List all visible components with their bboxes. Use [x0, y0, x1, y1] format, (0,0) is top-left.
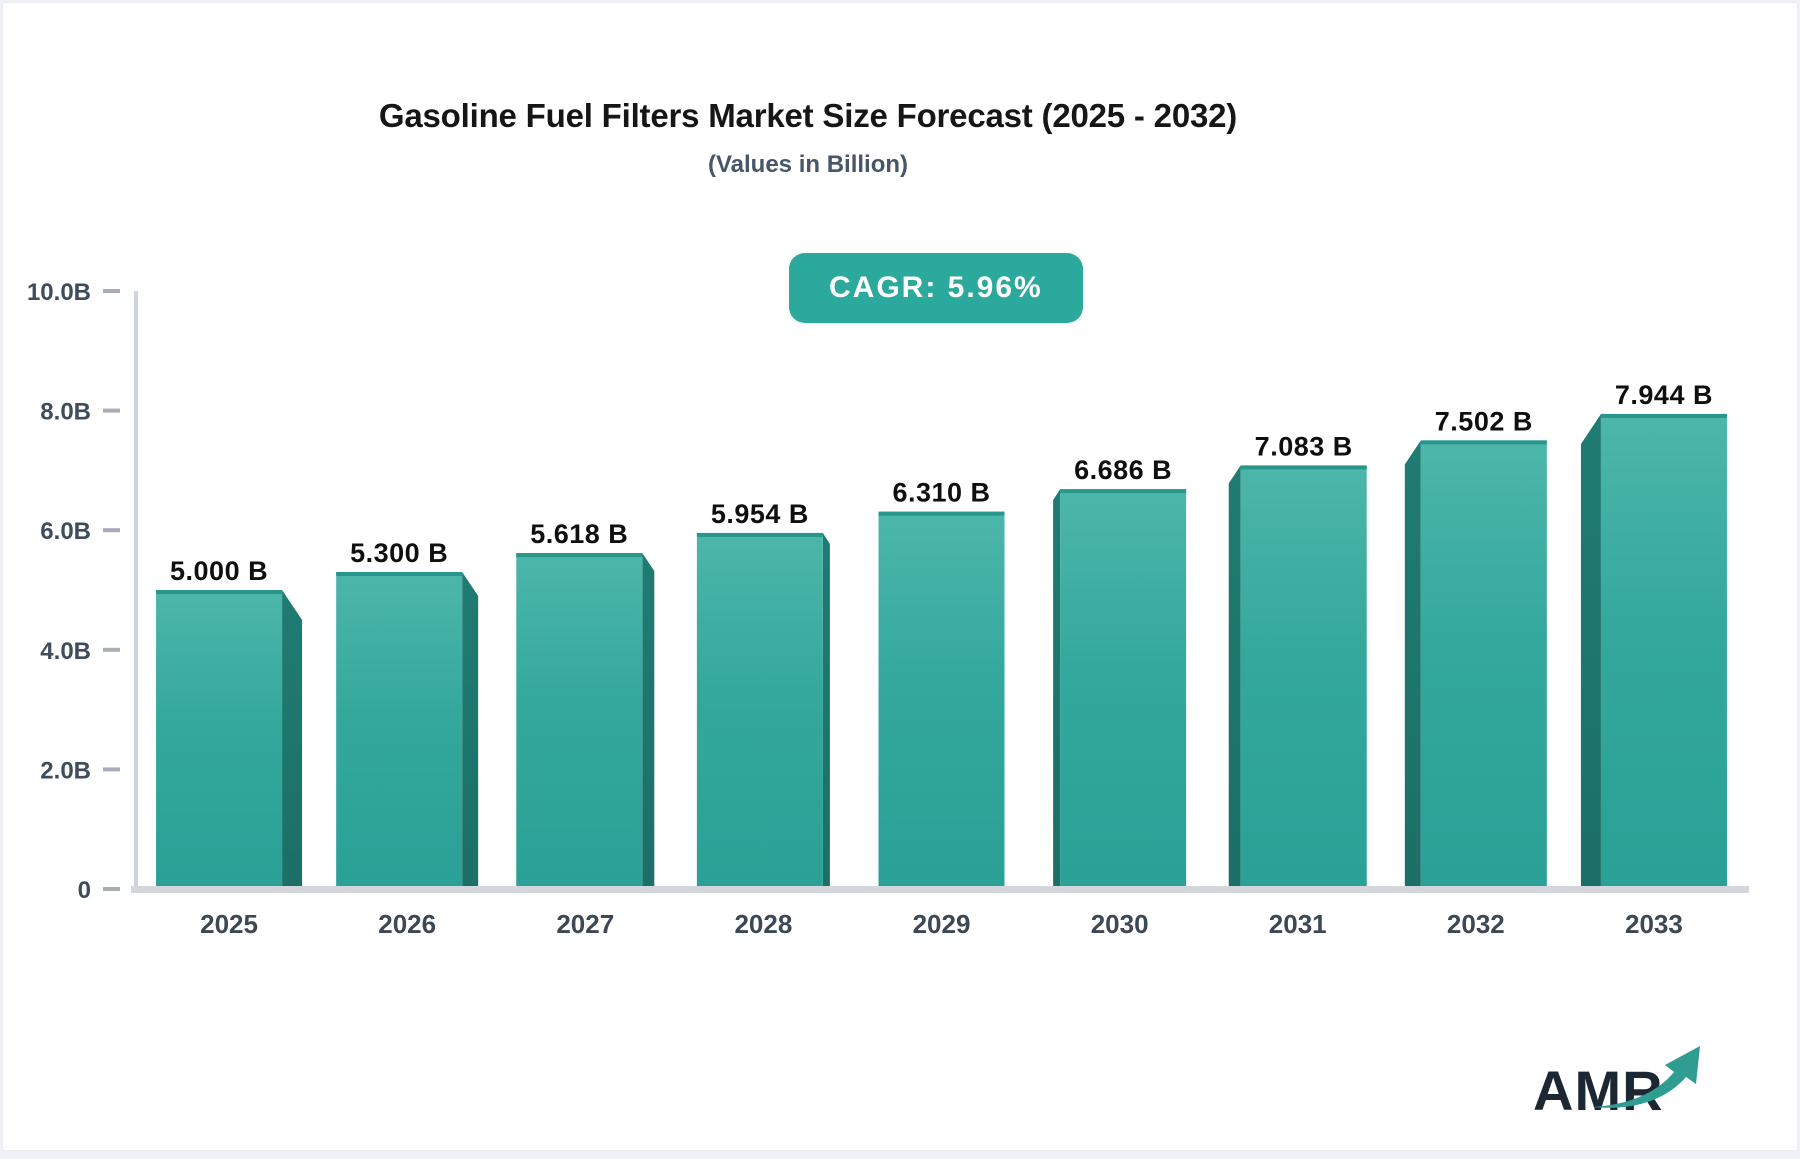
x-axis-label-2031: 2031	[1269, 909, 1327, 939]
bar-group-2030: 6.686 B	[1053, 455, 1186, 889]
x-axis-label-2025: 2025	[200, 909, 258, 939]
bar-top-edge	[156, 590, 282, 594]
bar-top-edge	[1241, 465, 1367, 469]
x-axis-label-2030: 2030	[1091, 909, 1149, 939]
bar-2032[interactable]	[1421, 440, 1547, 889]
y-tick-mark	[103, 289, 120, 293]
bar-top-edge	[336, 572, 462, 576]
bar-2026[interactable]	[336, 572, 462, 889]
y-tick-mark	[103, 767, 120, 771]
bar-group-2033: 7.944 B	[1581, 380, 1727, 889]
bar-value-label: 6.686 B	[1074, 455, 1172, 485]
bar-top-edge	[1601, 414, 1727, 418]
bar-chart: 0 2.0B 4.0B 6.0B 8.0B 10.0B 5.000 B 2025 5.300 B…	[3, 3, 1800, 1159]
y-axis-label: 0	[78, 877, 91, 904]
bar-group-2031: 7.083 B	[1229, 431, 1367, 889]
y-axis-label: 2.0B	[40, 757, 91, 784]
bar-group-2028: 5.954 B	[697, 499, 830, 889]
x-axis-label-2029: 2029	[913, 909, 971, 939]
bar-group-2032: 7.502 B	[1405, 406, 1547, 889]
bar-side-face	[1581, 414, 1601, 889]
bar-2028[interactable]	[697, 533, 823, 889]
y-axis-line	[134, 291, 138, 893]
y-axis-label: 6.0B	[40, 518, 91, 545]
amr-logo: AMR	[1523, 1025, 1763, 1145]
bar-group-2026: 5.300 B	[336, 538, 478, 889]
amr-logo-text: AMR	[1533, 1059, 1664, 1122]
bar-2027[interactable]	[516, 553, 642, 889]
x-axis-baseline	[131, 886, 1749, 893]
bar-side-face	[1229, 465, 1241, 889]
y-tick-mark	[103, 887, 120, 891]
y-axis-label: 10.0B	[27, 279, 91, 306]
x-axis-label-2033: 2033	[1625, 909, 1683, 939]
x-axis-label-2026: 2026	[378, 909, 436, 939]
bar-side-face	[1053, 489, 1060, 889]
bar-2030[interactable]	[1060, 489, 1186, 889]
bar-value-label: 5.954 B	[711, 499, 809, 529]
bar-2025[interactable]	[156, 590, 282, 889]
y-axis-label: 8.0B	[40, 399, 91, 426]
x-axis-label-2032: 2032	[1447, 909, 1505, 939]
bar-side-face	[462, 572, 478, 889]
bar-top-edge	[879, 512, 1005, 516]
y-axis-label: 4.0B	[40, 638, 91, 665]
bar-group-2027: 5.618 B	[516, 519, 654, 889]
bar-value-label: 5.000 B	[170, 556, 268, 586]
bar-top-edge	[1421, 440, 1547, 444]
bar-side-face	[1405, 440, 1421, 889]
bar-2029[interactable]	[879, 512, 1005, 889]
bar-value-label: 7.944 B	[1615, 380, 1713, 410]
bar-value-label: 5.618 B	[530, 519, 628, 549]
y-tick-mark	[103, 409, 120, 413]
bar-side-face	[282, 590, 302, 889]
bar-2031[interactable]	[1241, 465, 1367, 889]
bar-value-label: 5.300 B	[350, 538, 448, 568]
x-axis-label-2027: 2027	[556, 909, 614, 939]
cagr-badge: CAGR: 5.96%	[789, 253, 1083, 323]
x-axis-label-2028: 2028	[734, 909, 792, 939]
bar-2033[interactable]	[1601, 414, 1727, 889]
bar-top-edge	[516, 553, 642, 557]
bar-value-label: 6.310 B	[892, 478, 990, 508]
amr-logo-graphic: AMR	[1523, 1025, 1763, 1145]
bar-top-edge	[1060, 489, 1186, 493]
bar-value-label: 7.502 B	[1435, 406, 1533, 436]
bar-top-edge	[697, 533, 823, 537]
bar-side-face	[823, 533, 830, 889]
bar-side-face	[642, 553, 654, 889]
y-tick-mark	[103, 648, 120, 652]
bar-value-label: 7.083 B	[1255, 431, 1353, 461]
y-tick-mark	[103, 528, 120, 532]
bar-group-2029: 6.310 B	[879, 478, 1005, 889]
bar-group-2025: 5.000 B	[156, 556, 302, 889]
